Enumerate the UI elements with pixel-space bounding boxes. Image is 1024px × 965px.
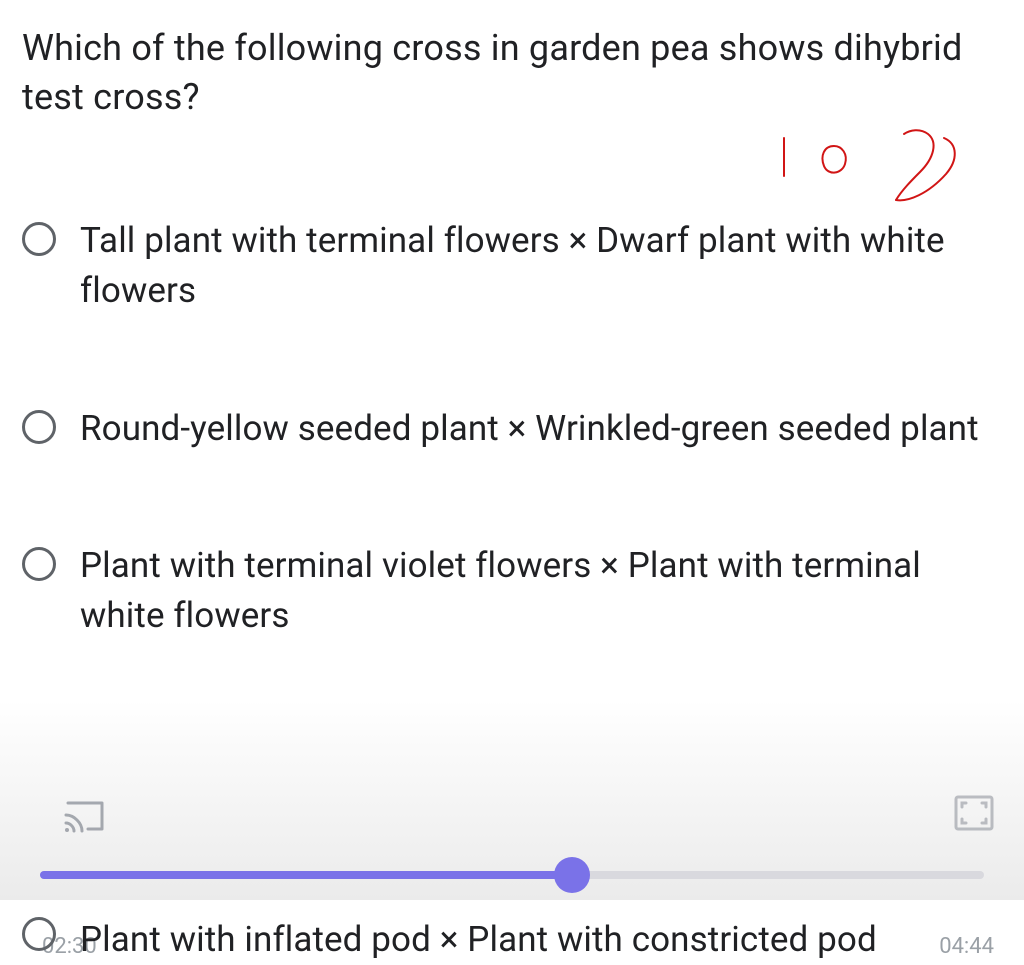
radio-unchecked-icon[interactable] xyxy=(22,547,56,581)
option-3[interactable]: Plant with terminal violet flowers × Pla… xyxy=(22,541,1002,640)
question-area: Which of the following cross in garden p… xyxy=(0,0,1024,121)
cast-icon[interactable] xyxy=(64,799,106,833)
progress-thumb[interactable] xyxy=(554,857,590,893)
option-4[interactable]: Plant with inflated pod × Plant with con… xyxy=(22,915,1002,965)
handwritten-annotation xyxy=(724,128,984,208)
option-1[interactable]: Tall plant with terminal flowers × Dwarf… xyxy=(22,216,1002,315)
radio-unchecked-icon[interactable] xyxy=(22,410,56,444)
option-3-label: Plant with terminal violet flowers × Pla… xyxy=(80,541,1002,640)
progress-track[interactable] xyxy=(40,871,984,879)
radio-unchecked-icon[interactable] xyxy=(22,222,56,256)
option-2-label: Round-yellow seeded plant × Wrinkled-gre… xyxy=(80,404,979,454)
option-1-label: Tall plant with terminal flowers × Dwarf… xyxy=(80,216,1002,315)
progress-fill xyxy=(40,871,572,879)
option-4-label: Plant with inflated pod × Plant with con… xyxy=(80,915,877,965)
options-list: Tall plant with terminal flowers × Dwarf… xyxy=(0,216,1024,640)
radio-unchecked-icon[interactable] xyxy=(22,917,56,951)
video-controls xyxy=(0,793,1024,913)
fullscreen-icon[interactable] xyxy=(952,793,996,833)
question-text: Which of the following cross in garden p… xyxy=(22,24,1002,121)
option-2[interactable]: Round-yellow seeded plant × Wrinkled-gre… xyxy=(22,404,1002,454)
